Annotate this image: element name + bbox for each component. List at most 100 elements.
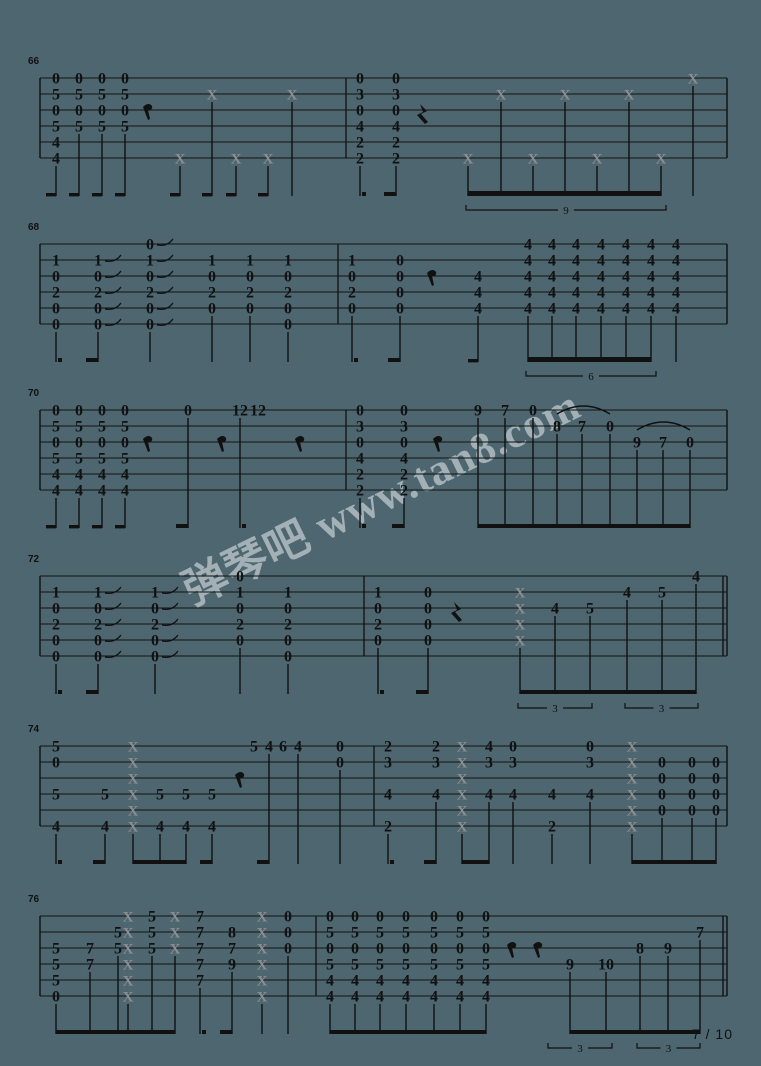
fret-number: 2 [356,135,364,152]
fret-number: 0 [98,103,106,120]
fret-number: 2 [356,467,364,484]
fret-number: 0 [351,941,359,958]
muted-note: X [128,756,139,772]
fret-number: 4 [376,973,384,990]
tie-curve [156,254,174,263]
fret-number: 7 [196,957,204,974]
fret-number: 5 [52,451,60,468]
fret-number: 4 [672,253,680,270]
fret-number: 5 [75,419,83,436]
fret-number: 2 [548,819,556,836]
fret-number: 0 [351,909,359,926]
fret-number: 0 [121,71,129,88]
fret-number: 2 [392,151,400,168]
fret-number: 7 [659,435,667,452]
fret-number: 2 [94,285,102,302]
fret-number: 4 [376,989,384,1006]
fret-number: 4 [75,483,83,500]
fret-number: 8 [553,419,561,436]
fret-number: 4 [156,819,164,836]
fret-number: 0 [688,771,696,788]
fret-number: 3 [392,87,400,104]
fret-number: 3 [384,755,392,772]
muted-note: X [627,788,638,804]
fret-number: 4 [692,569,700,586]
fret-number: 0 [658,803,666,820]
fret-number: 2 [384,739,392,756]
fret-number: 5 [482,925,490,942]
fret-number: 1 [151,585,159,602]
fret-number: 9 [633,435,641,452]
fret-number: 5 [156,787,164,804]
fret-number: 0 [94,649,102,666]
fret-number: 4 [485,787,493,804]
fret-number: 0 [374,601,382,618]
fret-number: 0 [712,787,720,804]
fret-number: 0 [336,739,344,756]
fret-number: 0 [356,71,364,88]
fret-number: 0 [356,403,364,420]
muted-note: X [123,910,134,926]
fret-number: 4 [52,483,60,500]
tab-system: 70 0 5 0 5 4 4 0 5 0 5 4 4 0 5 0 5 4 4 0 5 0 5 4 4 0 12 12 0 3 0 4 2 2 0 3 0… [0,388,761,552]
tie-curve [104,302,122,311]
fret-number: 0 [52,403,60,420]
fret-number: 0 [586,739,594,756]
fret-number: 0 [208,301,216,318]
rest-symbol [217,436,227,452]
fret-number: 5 [52,787,60,804]
fret-number: 4 [351,973,359,990]
fret-number: 0 [686,435,694,452]
fret-number: 5 [326,925,334,942]
fret-number: 5 [52,941,60,958]
tuplet-number: 3 [552,703,558,715]
fret-number: 0 [348,269,356,286]
fret-number: 0 [284,649,292,666]
muted-note: X [257,926,268,942]
measure-number: 76 [28,894,40,905]
fret-number: 9 [566,957,574,974]
fret-number: 5 [52,973,60,990]
muted-note: X [627,756,638,772]
fret-number: 1 [94,585,102,602]
tie-curve [161,634,179,643]
fret-number: 5 [182,787,190,804]
measure-number: 68 [28,222,40,233]
fret-number: 0 [284,909,292,926]
muted-note: X [457,820,468,836]
measure-number: 74 [28,724,40,735]
fret-number: 4 [52,467,60,484]
fret-number: 1 [52,585,60,602]
fret-number: 0 [688,803,696,820]
fret-number: 4 [572,269,580,286]
fret-number: 4 [121,483,129,500]
fret-number: 0 [688,755,696,772]
fret-number: 4 [623,585,631,602]
fret-number: 1 [52,253,60,270]
muted-note: X [515,634,526,650]
muted-note: X [463,152,474,168]
fret-number: 0 [424,633,432,650]
fret-number: 0 [94,601,102,618]
fret-number: 5 [98,451,106,468]
fret-number: 7 [86,957,94,974]
muted-note: X [457,788,468,804]
fret-number: 4 [524,253,532,270]
fret-number: 0 [151,649,159,666]
fret-number: 0 [52,989,60,1006]
fret-number: 4 [597,253,605,270]
fret-number: 4 [622,253,630,270]
fret-number: 5 [52,739,60,756]
fret-number: 4 [474,301,482,318]
rest-symbol [451,602,462,622]
fret-number: 4 [524,285,532,302]
tab-system: 72 1 0 2 0 0 1 0 2 0 0 1 0 2 0 0 0 1 0 2 0 1 0 2 0 0 1 0 2 0 0 0 0 0 X X X X 4… [0,554,761,718]
muted-note: X [128,804,139,820]
fret-number: 12 [250,403,266,420]
fret-number: 2 [348,285,356,302]
fret-number: 0 [456,941,464,958]
tuplet-number: 3 [577,1043,583,1055]
muted-note: X [627,740,638,756]
fret-number: 5 [114,925,122,942]
fret-number: 5 [121,419,129,436]
